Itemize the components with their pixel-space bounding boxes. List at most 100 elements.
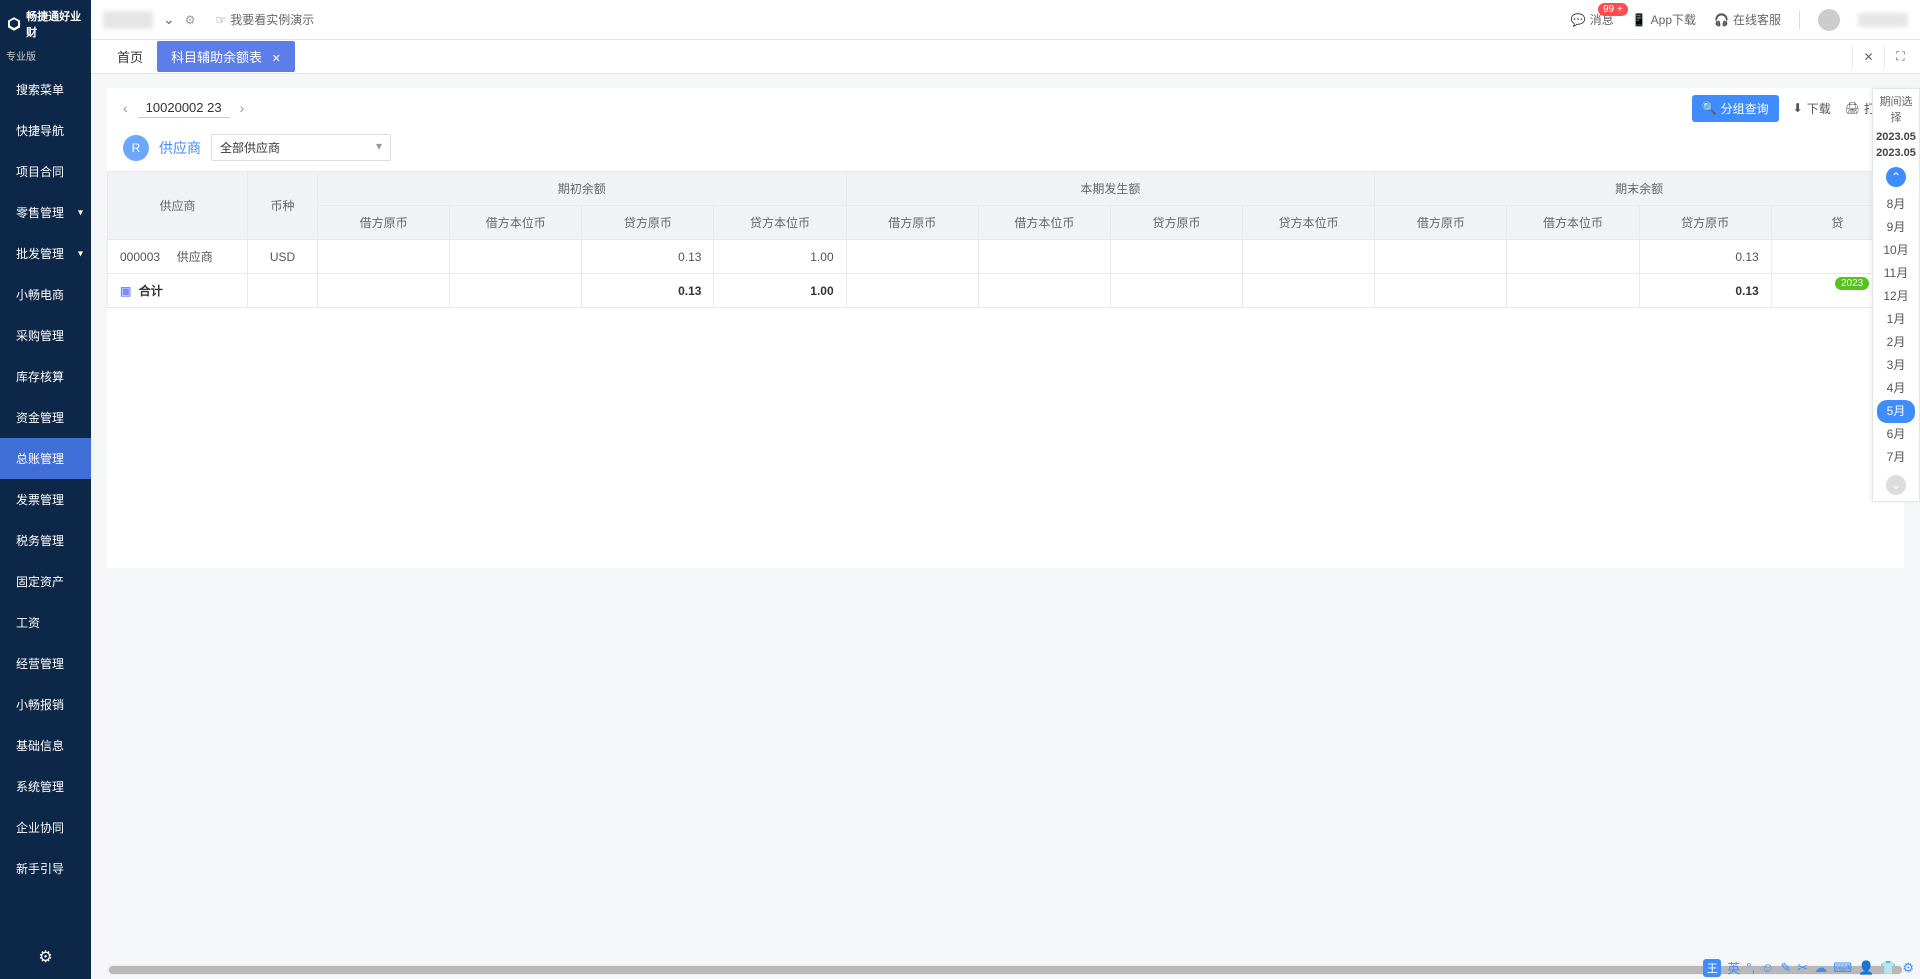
table-row[interactable]: 000003 供应商 USD 0.13 1.00 0.13 (108, 240, 1904, 274)
ime-emoji-icon[interactable]: ☺ (1761, 960, 1774, 975)
period-from[interactable]: 2023.05 (1873, 129, 1919, 145)
download-button[interactable]: ⬇ 下载 (1793, 100, 1831, 117)
col-group-period: 本期发生额 (846, 172, 1375, 206)
avatar[interactable] (1818, 9, 1840, 31)
sub-col: 贷方原币 (1110, 206, 1242, 240)
cell-value: 1.00 (714, 240, 846, 274)
sub-col: 借方本位币 (1507, 206, 1639, 240)
tab-bar: 首页 科目辅助余额表 ✕ ✕ ⛶ (91, 40, 1920, 74)
month-list: 8月9月10月11月12月1月2月3月4月5月6月7月 (1873, 193, 1919, 469)
download-icon: ⬇ (1793, 101, 1803, 115)
sidebar: 畅捷通好业财 专业版 搜索菜单快捷导航项目合同零售管理▾批发管理▾小畅电商采购管… (0, 0, 91, 979)
month-item[interactable]: 11月 (1873, 262, 1919, 285)
month-item[interactable]: 12月 (1873, 285, 1919, 308)
cell-supplier: 000003 供应商 (108, 240, 248, 274)
demo-link[interactable]: ☞ 我要看实例演示 (216, 11, 315, 28)
balance-table: 供应商 币种 期初余额 本期发生额 期末余额 借方原币借方本位币贷方原币贷方本位… (107, 171, 1904, 308)
prev-icon[interactable]: ‹ (123, 100, 128, 116)
sidebar-item-3[interactable]: 零售管理▾ (0, 192, 91, 233)
username[interactable] (1858, 13, 1908, 27)
sidebar-item-12[interactable]: 固定资产 (0, 561, 91, 602)
cell-total: 0.13 (1639, 274, 1771, 308)
cell-currency: USD (248, 240, 318, 274)
close-icon[interactable]: ✕ (272, 53, 281, 65)
toolbar-right: 🔍 分组查询 ⬇ 下载 🖨 打印 (1692, 95, 1888, 122)
year-badge: 2023 (1835, 277, 1869, 290)
topbar: ⌄ ⚙ ☞ 我要看实例演示 💬 消息 99 + 📱 App下载 � (91, 0, 1920, 40)
month-item[interactable]: 4月 (1873, 377, 1919, 400)
toolbar: ‹ 10020002 23 › 🔍 分组查询 ⬇ 下载 🖨 打印 (107, 88, 1904, 128)
month-item[interactable]: 3月 (1873, 354, 1919, 377)
sidebar-item-0[interactable]: 搜索菜单 (0, 69, 91, 110)
period-panel: 期间选择 2023.05 2023.05 ⌃ 8月9月10月11月12月1月2月… (1872, 88, 1920, 502)
month-item[interactable]: 9月 (1873, 216, 1919, 239)
period-down-icon[interactable]: ⌄ (1886, 475, 1906, 495)
nav-list: 搜索菜单快捷导航项目合同零售管理▾批发管理▾小畅电商采购管理库存核算资金管理总账… (0, 69, 91, 935)
sidebar-item-13[interactable]: 工资 (0, 602, 91, 643)
sidebar-item-14[interactable]: 经营管理 (0, 643, 91, 684)
fullscreen-button[interactable]: ⛶ (1884, 45, 1908, 69)
ime-user-icon[interactable]: 👤 (1858, 960, 1874, 976)
sidebar-item-2[interactable]: 项目合同 (0, 151, 91, 192)
sidebar-item-10[interactable]: 发票管理 (0, 479, 91, 520)
sidebar-item-15[interactable]: 小畅报销 (0, 684, 91, 725)
month-item[interactable]: 6月 (1873, 423, 1919, 446)
tab-active[interactable]: 科目辅助余额表 ✕ (157, 41, 295, 72)
ime-punct-icon[interactable]: °, (1746, 960, 1755, 975)
supplier-select[interactable]: 全部供应商 (211, 134, 391, 161)
month-item[interactable]: 7月 (1873, 446, 1919, 469)
chevron-down-icon[interactable]: ⌄ (163, 11, 175, 28)
horizontal-scrollbar[interactable] (107, 965, 1904, 975)
month-item[interactable]: 2月 (1873, 331, 1919, 354)
sidebar-item-11[interactable]: 税务管理 (0, 520, 91, 561)
close-all-button[interactable]: ✕ (1852, 45, 1876, 69)
group-query-button[interactable]: 🔍 分组查询 (1692, 95, 1779, 122)
next-icon[interactable]: › (240, 100, 245, 116)
period-to[interactable]: 2023.05 (1873, 145, 1919, 161)
sidebar-item-5[interactable]: 小畅电商 (0, 274, 91, 315)
tabs-right: ✕ ⛶ (1852, 45, 1908, 69)
settings-icon[interactable]: ⚙ (185, 13, 196, 27)
sidebar-item-17[interactable]: 系统管理 (0, 766, 91, 807)
sidebar-item-18[interactable]: 企业协同 (0, 807, 91, 848)
ime-lang[interactable]: 英 (1727, 958, 1740, 977)
hand-icon: ☞ (216, 13, 227, 27)
month-item[interactable]: 8月 (1873, 193, 1919, 216)
logo: 畅捷通好业财 (0, 0, 91, 48)
ime-keyboard-icon[interactable]: ⌨ (1833, 960, 1852, 976)
sidebar-item-8[interactable]: 资金管理 (0, 397, 91, 438)
gear-icon[interactable]: ⚙ (38, 949, 52, 966)
tab-home[interactable]: 首页 (103, 41, 157, 72)
ime-scissors-icon[interactable]: ✂ (1797, 960, 1808, 976)
ime-edit-icon[interactable]: ✎ (1780, 960, 1791, 976)
ime-shirt-icon[interactable]: 👕 (1880, 960, 1896, 976)
supplier-badge-icon: R (123, 135, 149, 161)
col-group-opening: 期初余额 (318, 172, 847, 206)
sidebar-item-4[interactable]: 批发管理▾ (0, 233, 91, 274)
period-up-icon[interactable]: ⌃ (1886, 167, 1906, 187)
org-name[interactable] (103, 11, 153, 29)
month-item[interactable]: 10月 (1873, 239, 1919, 262)
chat-icon: 💬 (1571, 13, 1586, 27)
sidebar-item-19[interactable]: 新手引导 (0, 848, 91, 889)
sidebar-item-9[interactable]: 总账管理 (0, 438, 91, 479)
sidebar-item-16[interactable]: 基础信息 (0, 725, 91, 766)
month-item[interactable]: 1月 (1873, 308, 1919, 331)
brand-icon (6, 15, 22, 33)
search-icon: 🔍 (1702, 101, 1717, 115)
app-download-button[interactable]: 📱 App下载 (1632, 11, 1696, 28)
scrollbar-thumb[interactable] (109, 966, 1902, 974)
ime-cloud-icon[interactable]: ☁ (1814, 960, 1827, 976)
sidebar-item-6[interactable]: 采购管理 (0, 315, 91, 356)
ime-gear-icon[interactable]: ⚙ (1902, 960, 1914, 976)
cell-total: 0.13 (582, 274, 714, 308)
support-button[interactable]: 🎧 在线客服 (1714, 11, 1781, 28)
sidebar-item-1[interactable]: 快捷导航 (0, 110, 91, 151)
sidebar-item-7[interactable]: 库存核算 (0, 356, 91, 397)
month-item[interactable]: 5月 (1877, 400, 1915, 423)
total-icon: ▣ (120, 284, 131, 298)
ime-brand-icon[interactable]: 王 (1703, 959, 1721, 977)
account-code[interactable]: 10020002 23 (138, 98, 230, 118)
cell-value: 0.13 (1639, 240, 1771, 274)
messages-button[interactable]: 💬 消息 99 + (1571, 11, 1614, 28)
